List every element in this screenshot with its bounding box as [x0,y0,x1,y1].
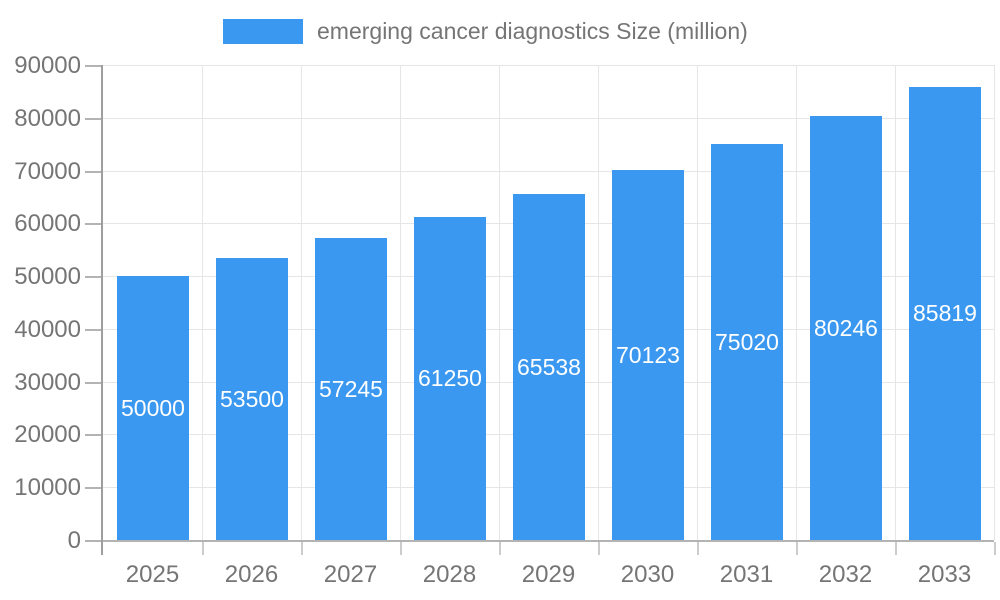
bar-value-label: 70123 [616,341,680,368]
y-axis-tick-label: 20000 [14,421,81,448]
x-axis-tick-label: 2032 [818,561,873,588]
y-axis-tick [85,276,103,278]
y-axis-tick [85,171,103,173]
y-axis-tick [85,540,103,542]
bar-value-label: 75020 [715,328,779,355]
x-axis-tick [202,542,204,555]
bar-2025[interactable]: 50000 [117,276,189,540]
y-axis-tick-label: 0 [67,527,81,554]
bar-2026[interactable]: 53500 [216,258,288,540]
bar-value-label: 65538 [517,353,581,380]
x-axis-tick [499,542,501,555]
category-gridline [796,65,797,540]
x-axis-tick-label: 2025 [125,561,180,588]
y-axis-tick [85,382,103,384]
bar-value-label: 80246 [814,314,878,341]
x-axis-tick [301,542,303,555]
bar-value-label: 85819 [913,300,977,326]
y-axis-line [101,65,103,555]
y-gridline [103,171,994,172]
y-axis-tick-label: 60000 [14,210,81,237]
x-axis-tick-label: 2029 [521,561,576,588]
category-gridline [301,65,302,540]
category-gridline [598,65,599,540]
bar-2029[interactable]: 65538 [513,194,585,540]
bar-value-label: 61250 [418,365,482,391]
y-axis-tick-label: 30000 [14,369,81,396]
y-gridline [103,65,994,66]
legend-swatch [223,19,303,44]
x-axis-line [103,540,994,542]
bar-2031[interactable]: 75020 [711,144,783,540]
bar-value-label: 53500 [220,385,284,412]
y-axis-tick-label: 80000 [14,105,81,132]
bar-2027[interactable]: 57245 [315,238,387,540]
x-axis-tick-label: 2031 [719,561,774,588]
legend-label: emerging cancer diagnostics Size (millio… [317,18,748,44]
x-axis-tick [895,542,897,555]
x-axis-tick-label: 2027 [323,561,378,588]
category-gridline [400,65,401,540]
y-axis-tick [85,329,103,331]
y-axis-tick-label: 90000 [14,52,81,79]
category-gridline [202,65,203,540]
y-axis-tick-label: 10000 [14,474,81,501]
category-gridline [895,65,896,540]
y-axis-tick [85,487,103,489]
bar-2028[interactable]: 61250 [414,217,486,540]
legend: emerging cancer diagnostics Size (millio… [223,18,748,45]
bar-2033[interactable]: 85819 [909,87,981,540]
y-axis-tick-label: 70000 [14,158,81,185]
category-gridline [697,65,698,540]
y-axis-tick [85,118,103,120]
x-axis-tick-label: 2030 [620,561,675,588]
x-axis-tick [400,542,402,555]
x-axis-tick [796,542,798,555]
y-gridline [103,118,994,119]
y-axis-tick-label: 50000 [14,263,81,290]
category-gridline [499,65,500,540]
bar-2030[interactable]: 70123 [612,170,684,540]
bar-value-label: 50000 [121,394,185,421]
x-axis-tick [994,542,996,555]
category-gridline [994,65,995,540]
x-axis-tick-label: 2028 [422,561,477,588]
y-axis-tick [85,434,103,436]
y-axis-tick [85,223,103,225]
bar-2032[interactable]: 80246 [810,116,882,540]
y-axis-tick [85,65,103,67]
x-axis-tick-label: 2026 [224,561,279,588]
x-axis-tick [598,542,600,555]
x-axis-tick [697,542,699,555]
bar-value-label: 57245 [319,375,383,402]
y-axis-tick-label: 40000 [14,316,81,343]
x-axis-tick-label: 2033 [917,561,972,588]
